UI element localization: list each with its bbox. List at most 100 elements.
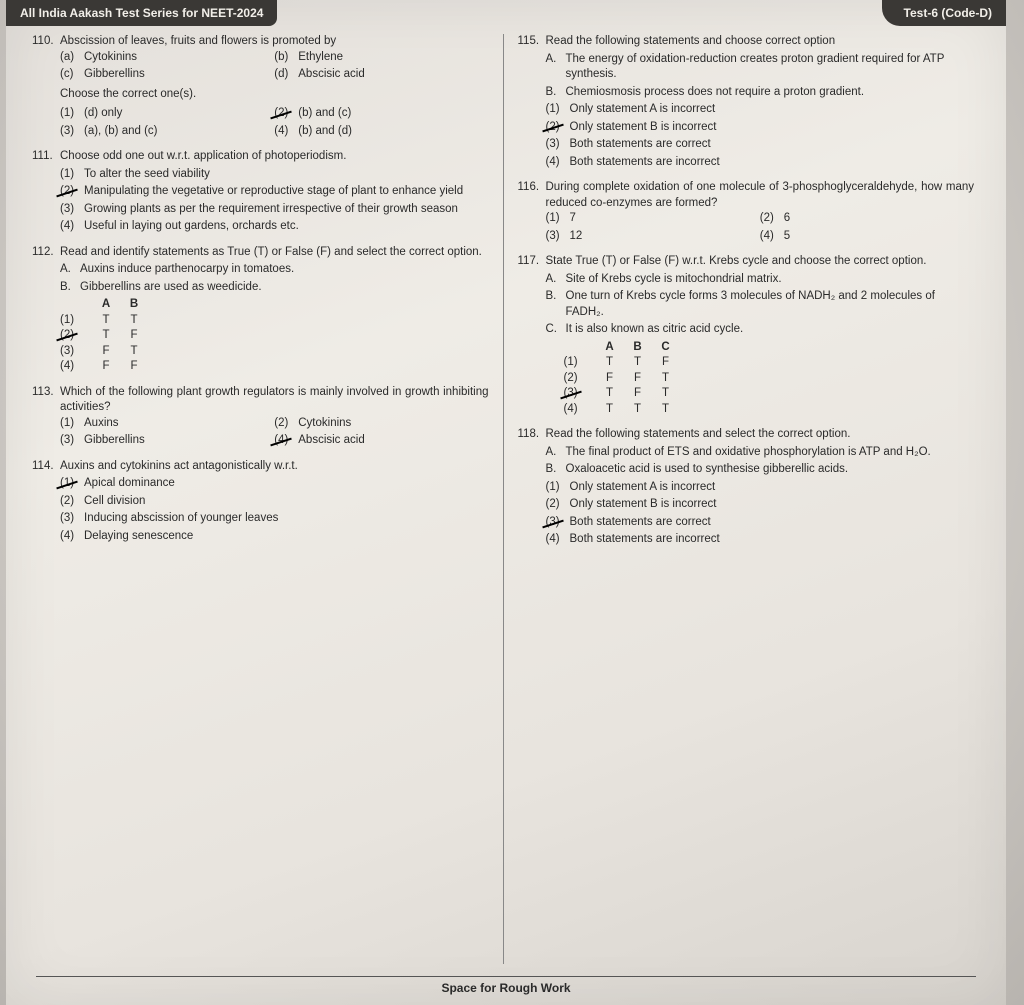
q-number: 110. xyxy=(32,34,60,50)
exam-page: All India Aakash Test Series for NEET-20… xyxy=(6,0,1006,1005)
tf-cell: T xyxy=(596,355,624,371)
tf-cell: T xyxy=(624,355,652,371)
opt-text: Growing plants as per the requirement ir… xyxy=(84,202,458,218)
stmt-label: A. xyxy=(546,445,566,461)
opt-text: (b) and (d) xyxy=(298,124,352,140)
opt-text: 7 xyxy=(570,211,576,227)
opt-text: Manipulating the vegetative or reproduct… xyxy=(84,184,463,200)
question-114: 114. Auxins and cytokinins act antagonis… xyxy=(32,459,489,545)
stmt-text: Auxins induce parthenocarpy in tomatoes. xyxy=(80,262,294,278)
col-head: B xyxy=(624,340,652,356)
opt-label: (3) xyxy=(60,433,84,449)
q-number: 117. xyxy=(518,254,546,270)
question-115: 115. Read the following statements and c… xyxy=(518,34,975,170)
tf-cell: F xyxy=(92,344,120,360)
opt-label-marked: (2) xyxy=(546,120,570,136)
stmt-label: C. xyxy=(546,322,566,338)
opt-label: (a) xyxy=(60,50,84,66)
opt-label-marked: (3) xyxy=(546,515,570,531)
opt-label: (3) xyxy=(60,124,84,140)
opt-label: (1) xyxy=(60,167,84,183)
opt-text: (b) and (c) xyxy=(298,106,351,122)
header-series-title: All India Aakash Test Series for NEET-20… xyxy=(6,0,277,26)
opt-text: (a), (b) and (c) xyxy=(84,124,158,140)
tf-cell: T xyxy=(596,402,624,418)
q110-options: (1)(d) only (2)(b) and (c) (3)(a), (b) a… xyxy=(32,106,489,139)
opt-text: Apical dominance xyxy=(84,476,175,492)
opt-label: (4) xyxy=(60,529,84,545)
q-stem-text: Choose odd one out w.r.t. application of… xyxy=(60,149,489,165)
opt-text: Abscisic acid xyxy=(298,433,364,449)
opt-label: (b) xyxy=(274,50,298,66)
opt-text: 6 xyxy=(784,211,790,227)
tf-table-117: ABC (1)TTF (2)FFT (3)TFT (4)TTT xyxy=(518,340,975,418)
col-head: A xyxy=(596,340,624,356)
choose-instruction: Choose the correct one(s). xyxy=(32,87,489,103)
tf-cell: F xyxy=(120,328,148,344)
tf-table-112: AB (1)TT (2)TF (3)FT (4)FF xyxy=(32,297,489,375)
stmt-text: The energy of oxidation-reduction create… xyxy=(566,52,975,83)
q-number: 118. xyxy=(518,427,546,443)
tf-cell: T xyxy=(652,371,680,387)
stmt-text: Site of Krebs cycle is mitochondrial mat… xyxy=(566,272,782,288)
tf-cell: F xyxy=(652,355,680,371)
opt-label: (3) xyxy=(546,137,570,153)
q-stem-text: Which of the following plant growth regu… xyxy=(60,385,489,416)
q-number: 115. xyxy=(518,34,546,50)
question-112: 112. Read and identify statements as Tru… xyxy=(32,245,489,375)
stmt-label: B. xyxy=(546,85,566,101)
opt-text: Both statements are correct xyxy=(570,515,711,531)
opt-label: (1) xyxy=(546,102,570,118)
question-111: 111. Choose odd one out w.r.t. applicati… xyxy=(32,149,489,235)
tf-cell: F xyxy=(92,359,120,375)
q-stem-text: Read and identify statements as True (T)… xyxy=(60,245,489,261)
q113-options: (1)Auxins (2)Cytokinins (3)Gibberellins … xyxy=(32,416,489,449)
stmt-text: One turn of Krebs cycle forms 3 molecule… xyxy=(566,289,975,320)
stmt-label: B. xyxy=(60,280,80,296)
row-label-marked: (2) xyxy=(60,328,92,344)
tf-cell: T xyxy=(652,402,680,418)
q-stem-text: Abscission of leaves, fruits and flowers… xyxy=(60,34,489,50)
question-118: 118. Read the following statements and s… xyxy=(518,427,975,548)
tf-cell: T xyxy=(624,402,652,418)
q-stem-text: Read the following statements and select… xyxy=(546,427,975,443)
tf-cell: F xyxy=(624,371,652,387)
tf-cell: F xyxy=(120,359,148,375)
stmt-label: A. xyxy=(60,262,80,278)
q-number: 112. xyxy=(32,245,60,261)
opt-label: (c) xyxy=(60,67,84,83)
opt-text: Ethylene xyxy=(298,50,343,66)
row-label: (2) xyxy=(564,371,596,387)
opt-label: (4) xyxy=(546,532,570,548)
col-head: A xyxy=(92,297,120,313)
opt-text: Inducing abscission of younger leaves xyxy=(84,511,278,527)
stmt-text: The final product of ETS and oxidative p… xyxy=(566,445,931,461)
opt-label: (1) xyxy=(60,416,84,432)
question-116: 116. During complete oxidation of one mo… xyxy=(518,180,975,244)
row-label: (3) xyxy=(60,344,92,360)
row-label: (1) xyxy=(60,313,92,329)
col-head: C xyxy=(652,340,680,356)
opt-text: Cytokinins xyxy=(298,416,351,432)
opt-text: Gibberellins xyxy=(84,67,145,83)
opt-label: (2) xyxy=(546,497,570,513)
stmt-label: B. xyxy=(546,462,566,478)
tf-cell: T xyxy=(652,386,680,402)
tf-cell: T xyxy=(92,328,120,344)
opt-label: (1) xyxy=(546,211,570,227)
opt-label: (1) xyxy=(60,106,84,122)
header-test-code: Test-6 (Code-D) xyxy=(882,0,1006,26)
stmt-label: A. xyxy=(546,52,566,83)
page-header: All India Aakash Test Series for NEET-20… xyxy=(6,0,1006,26)
col-head: B xyxy=(120,297,148,313)
tf-cell: F xyxy=(596,371,624,387)
opt-text: 12 xyxy=(570,229,583,245)
opt-label: (4) xyxy=(760,229,784,245)
question-117: 117. State True (T) or False (F) w.r.t. … xyxy=(518,254,975,417)
opt-label: (3) xyxy=(60,511,84,527)
tf-cell: T xyxy=(92,313,120,329)
q-stem-text: Read the following statements and choose… xyxy=(546,34,975,50)
opt-text: Useful in laying out gardens, orchards e… xyxy=(84,219,299,235)
opt-label: (3) xyxy=(546,229,570,245)
opt-label: (d) xyxy=(274,67,298,83)
